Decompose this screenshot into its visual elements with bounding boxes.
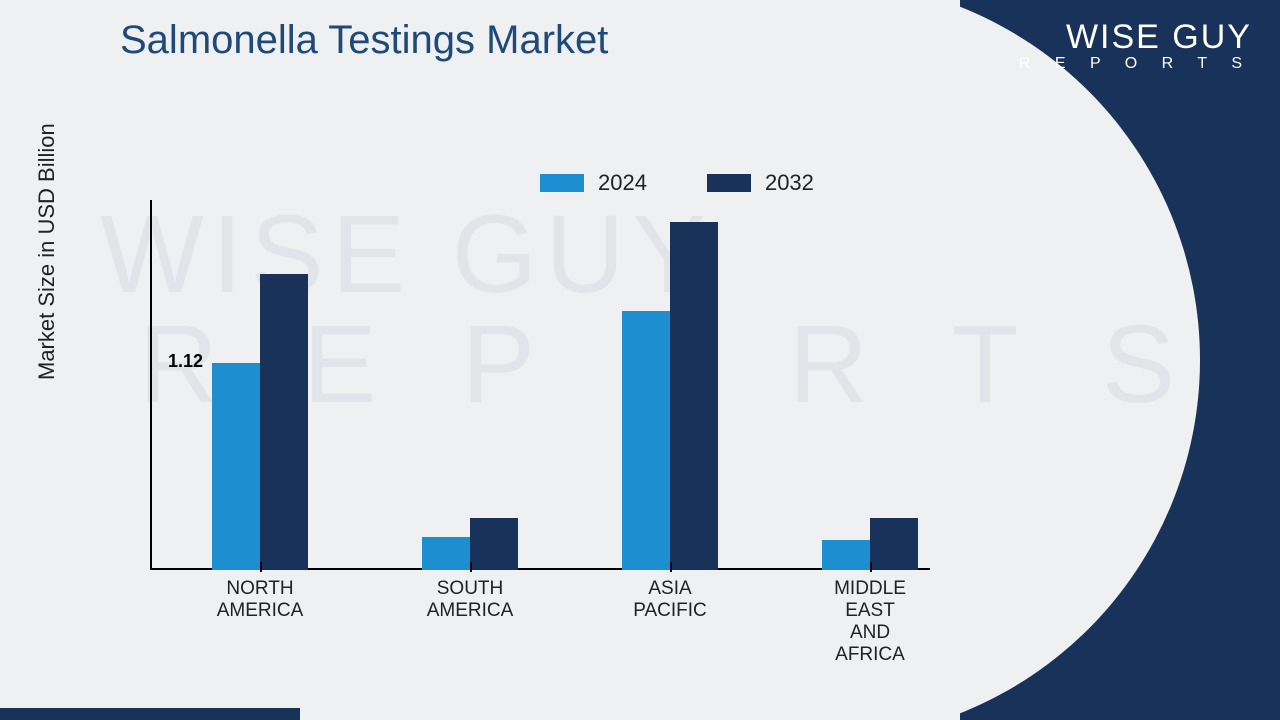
category-label: SOUTH AMERICA <box>390 578 550 622</box>
x-tick <box>670 562 672 572</box>
category-label: ASIA PACIFIC <box>590 578 750 622</box>
brand-logo: WISE GUY R E P O R T S <box>1019 18 1252 73</box>
bar-chart: 1.12 NORTH AMERICASOUTH AMERICAASIA PACI… <box>110 200 930 570</box>
bar <box>822 540 870 570</box>
brand-logo-main: WISE GUY <box>1019 18 1252 57</box>
legend-label: 2024 <box>598 170 647 196</box>
x-tick <box>870 562 872 572</box>
page-root: WISE GUY R E P O R T S Salmonella Testin… <box>0 0 1280 720</box>
bar-group <box>212 274 308 570</box>
legend-swatch-2032 <box>707 174 751 192</box>
bottom-accent-bar <box>0 708 300 720</box>
category-label: MIDDLE EAST AND AFRICA <box>790 578 950 665</box>
bar <box>422 537 470 570</box>
bar <box>670 222 718 570</box>
bar-value-label: 1.12 <box>168 351 203 372</box>
y-axis-label: Market Size in USD Billion <box>34 123 60 380</box>
bar <box>870 518 918 570</box>
bar <box>470 518 518 570</box>
legend-item: 2024 <box>540 170 647 196</box>
bar <box>212 363 260 570</box>
chart-legend: 2024 2032 <box>540 170 814 196</box>
legend-label: 2032 <box>765 170 814 196</box>
x-tick <box>470 562 472 572</box>
plot-area: 1.12 <box>150 200 930 570</box>
legend-swatch-2024 <box>540 174 584 192</box>
bar <box>622 311 670 570</box>
category-label: NORTH AMERICA <box>180 578 340 622</box>
legend-item: 2032 <box>707 170 814 196</box>
brand-logo-sub: R E P O R T S <box>1019 55 1252 73</box>
bar <box>260 274 308 570</box>
bar-group <box>622 222 718 570</box>
chart-title: Salmonella Testings Market <box>120 18 608 63</box>
x-tick <box>260 562 262 572</box>
